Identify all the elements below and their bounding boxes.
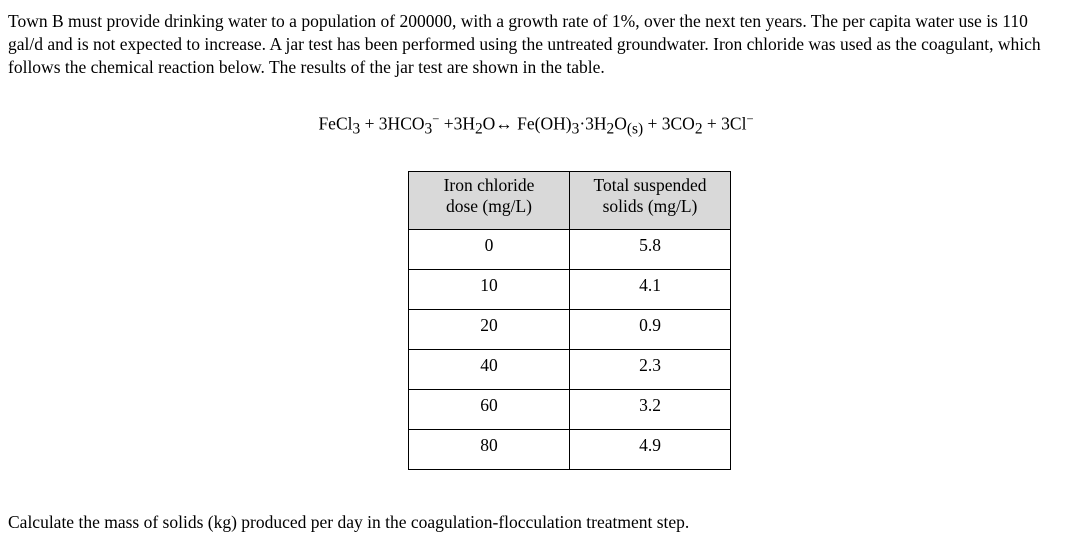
equation-text: O (614, 113, 627, 134)
equation-text: + 3HCO (360, 113, 425, 134)
equation-text: O↔ Fe(OH) (482, 113, 572, 134)
equation-text: ·3H (579, 113, 607, 134)
table-row: 40 2.3 (408, 348, 731, 390)
table-row: 10 4.1 (408, 268, 731, 310)
table-cell: 5.8 (569, 228, 731, 270)
table-cell: 40 (408, 348, 570, 390)
equation-text: +3H (439, 113, 475, 134)
equation-text: + 3CO (643, 113, 695, 134)
table-head: Iron chloride dose (mg/L) Total suspende… (408, 170, 731, 230)
equation-sub: (s) (626, 120, 644, 138)
table-row: 20 0.9 (408, 308, 731, 350)
table-cell: 3.2 (569, 388, 731, 430)
table-cell: 80 (408, 428, 570, 470)
table-cell: 20 (408, 308, 570, 350)
table-cell: 0 (408, 228, 570, 270)
equation-sub: 3 (352, 120, 361, 138)
equation-sub: 2 (606, 120, 615, 138)
jar-test-table: Iron chloride dose (mg/L) Total suspende… (408, 170, 731, 470)
table-header-dose: Iron chloride dose (mg/L) (408, 170, 570, 230)
table-header-tss: Total suspended solids (mg/L) (569, 170, 731, 230)
table-header-dose-line2: dose (mg/L) (445, 196, 533, 217)
equation-sub: 2 (694, 120, 703, 138)
table-header-tss-line2: solids (mg/L) (602, 196, 698, 217)
table-body: 0 5.8 10 4.1 20 0.9 40 2.3 60 3.2 80 4.9 (408, 228, 731, 470)
equation-text: FeCl (318, 113, 353, 134)
table-header-tss-line1: Total suspended (593, 174, 707, 195)
table-row: 60 3.2 (408, 388, 731, 430)
equation-sub: 3 (571, 120, 580, 138)
question-text: Calculate the mass of solids (kg) produc… (8, 511, 690, 532)
chemical-equation: FeCl3 + 3HCO3− +3H2O↔ Fe(OH)3·3H2O(s) + … (8, 112, 1064, 139)
table-cell: 0.9 (569, 308, 731, 350)
equation-sup: − (746, 112, 754, 127)
table-cell: 60 (408, 388, 570, 430)
table-cell: 10 (408, 268, 570, 310)
table-header-dose-line1: Iron chloride (443, 174, 535, 195)
table-row: 80 4.9 (408, 428, 731, 470)
table-cell: 4.1 (569, 268, 731, 310)
table-cell: 2.3 (569, 348, 731, 390)
table-cell: 4.9 (569, 428, 731, 470)
equation-text: + 3Cl (702, 113, 747, 134)
equation-sub: 2 (474, 120, 483, 138)
problem-statement: Town B must provide drinking water to a … (8, 11, 1041, 77)
table-row: 0 5.8 (408, 228, 731, 270)
table-header-row: Iron chloride dose (mg/L) Total suspende… (408, 170, 731, 230)
equation-sup: − (432, 112, 440, 127)
equation-sub: 3 (424, 120, 433, 138)
